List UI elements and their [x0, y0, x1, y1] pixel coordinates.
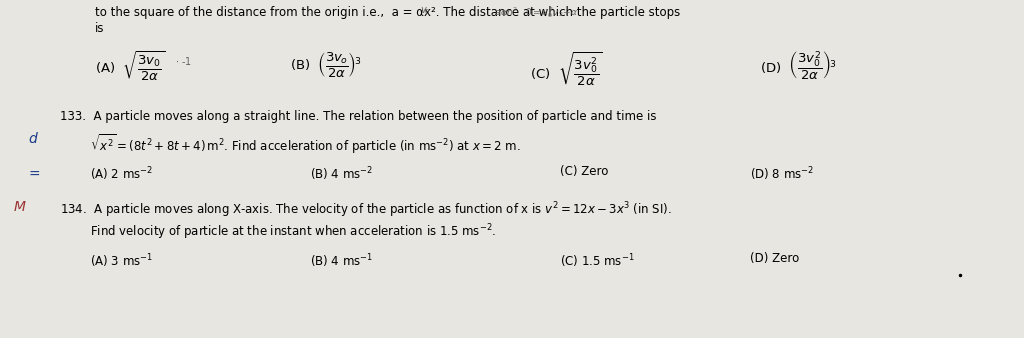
- Text: 133.  A particle moves along a straight line. The relation between the position : 133. A particle moves along a straight l…: [60, 110, 656, 123]
- Text: =: =: [28, 168, 40, 182]
- Text: $v_{\!0}$: $v_{\!0}$: [420, 5, 430, 17]
- Text: $.a\alpha n^2\quad 0 = v_0^{\,2}v_2\!+\!\alpha$: $.a\alpha n^2\quad 0 = v_0^{\,2}v_2\!+\!…: [490, 5, 579, 20]
- Text: $\sqrt{x^2} = (8t^2 + 8t + 4)\,\mathrm{m}^2$. Find acceleration of particle (in : $\sqrt{x^2} = (8t^2 + 8t + 4)\,\mathrm{m…: [90, 132, 520, 156]
- Text: (C) 1.5 ms$^{-1}$: (C) 1.5 ms$^{-1}$: [560, 252, 635, 270]
- Text: M: M: [14, 200, 26, 214]
- Text: d: d: [28, 132, 37, 146]
- Text: Find velocity of particle at the instant when acceleration is 1.5 ms$^{-2}$.: Find velocity of particle at the instant…: [90, 222, 497, 242]
- Text: $\cdot\ \text{-}1$: $\cdot\ \text{-}1$: [175, 55, 193, 67]
- Text: (D)  $\left(\dfrac{3v_0^2}{2\alpha}\right)^{\!3}$: (D) $\left(\dfrac{3v_0^2}{2\alpha}\right…: [760, 50, 837, 83]
- Text: (C) Zero: (C) Zero: [560, 165, 608, 178]
- Text: (B)  $\left(\dfrac{3v_{\!o}}{2\alpha}\right)^{\!3}$: (B) $\left(\dfrac{3v_{\!o}}{2\alpha}\rig…: [290, 50, 361, 79]
- Text: (C)  $\sqrt{\dfrac{3v_0^2}{2\alpha}}$: (C) $\sqrt{\dfrac{3v_0^2}{2\alpha}}$: [530, 50, 602, 88]
- Text: (D) Zero: (D) Zero: [750, 252, 800, 265]
- Text: to the square of the distance from the origin i.e.,  a = αx². The distance at wh: to the square of the distance from the o…: [95, 6, 680, 19]
- Text: 134.  A particle moves along X-axis. The velocity of the particle as function of: 134. A particle moves along X-axis. The …: [60, 200, 672, 220]
- Text: (A) 3 ms$^{-1}$: (A) 3 ms$^{-1}$: [90, 252, 154, 270]
- Text: (A) 2 ms$^{-2}$: (A) 2 ms$^{-2}$: [90, 165, 154, 183]
- Text: is: is: [95, 22, 104, 35]
- Text: (D) 8 ms$^{-2}$: (D) 8 ms$^{-2}$: [750, 165, 814, 183]
- Text: (A)  $\sqrt{\dfrac{3v_0}{2\alpha}}$: (A) $\sqrt{\dfrac{3v_0}{2\alpha}}$: [95, 50, 165, 83]
- Text: (B) 4 ms$^{-2}$: (B) 4 ms$^{-2}$: [310, 165, 373, 183]
- Text: (B) 4 ms$^{-1}$: (B) 4 ms$^{-1}$: [310, 252, 373, 270]
